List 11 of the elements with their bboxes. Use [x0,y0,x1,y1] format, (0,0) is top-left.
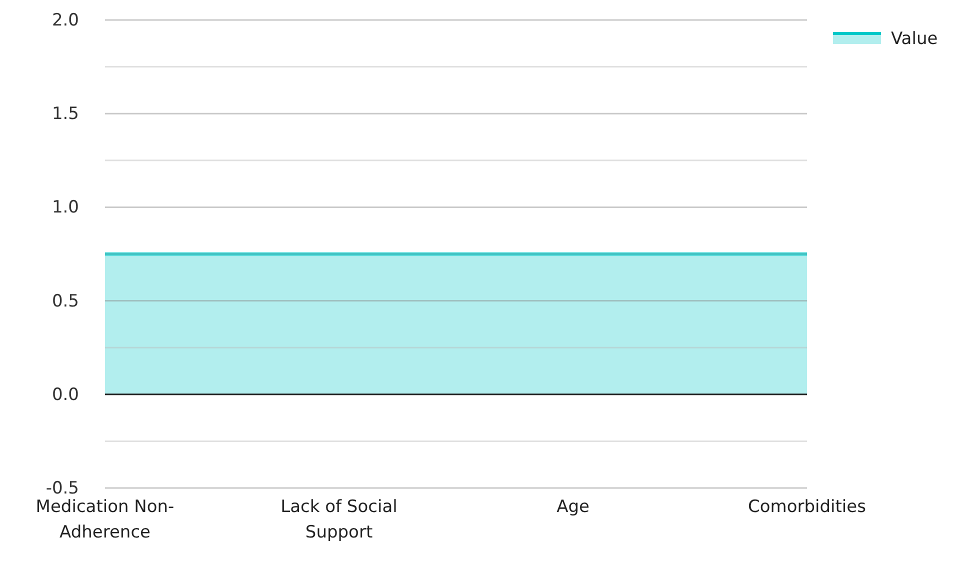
legend-label: Value [891,28,938,49]
x-tick-label: Lack of Social Support [280,497,398,543]
y-tick-label: 0.0 [52,384,79,405]
y-tick-label: -0.5 [46,478,79,498]
y-tick-label: 0.5 [52,291,79,312]
y-tick-label: 1.0 [52,198,79,218]
x-tick-label: Medication Non-Adherence [36,497,174,543]
x-tick-label: Age [556,497,590,518]
y-tick-label: 1.5 [52,104,79,124]
y-tick-label: 2.0 [52,10,79,30]
x-tick-label: Comorbidities [748,497,866,518]
